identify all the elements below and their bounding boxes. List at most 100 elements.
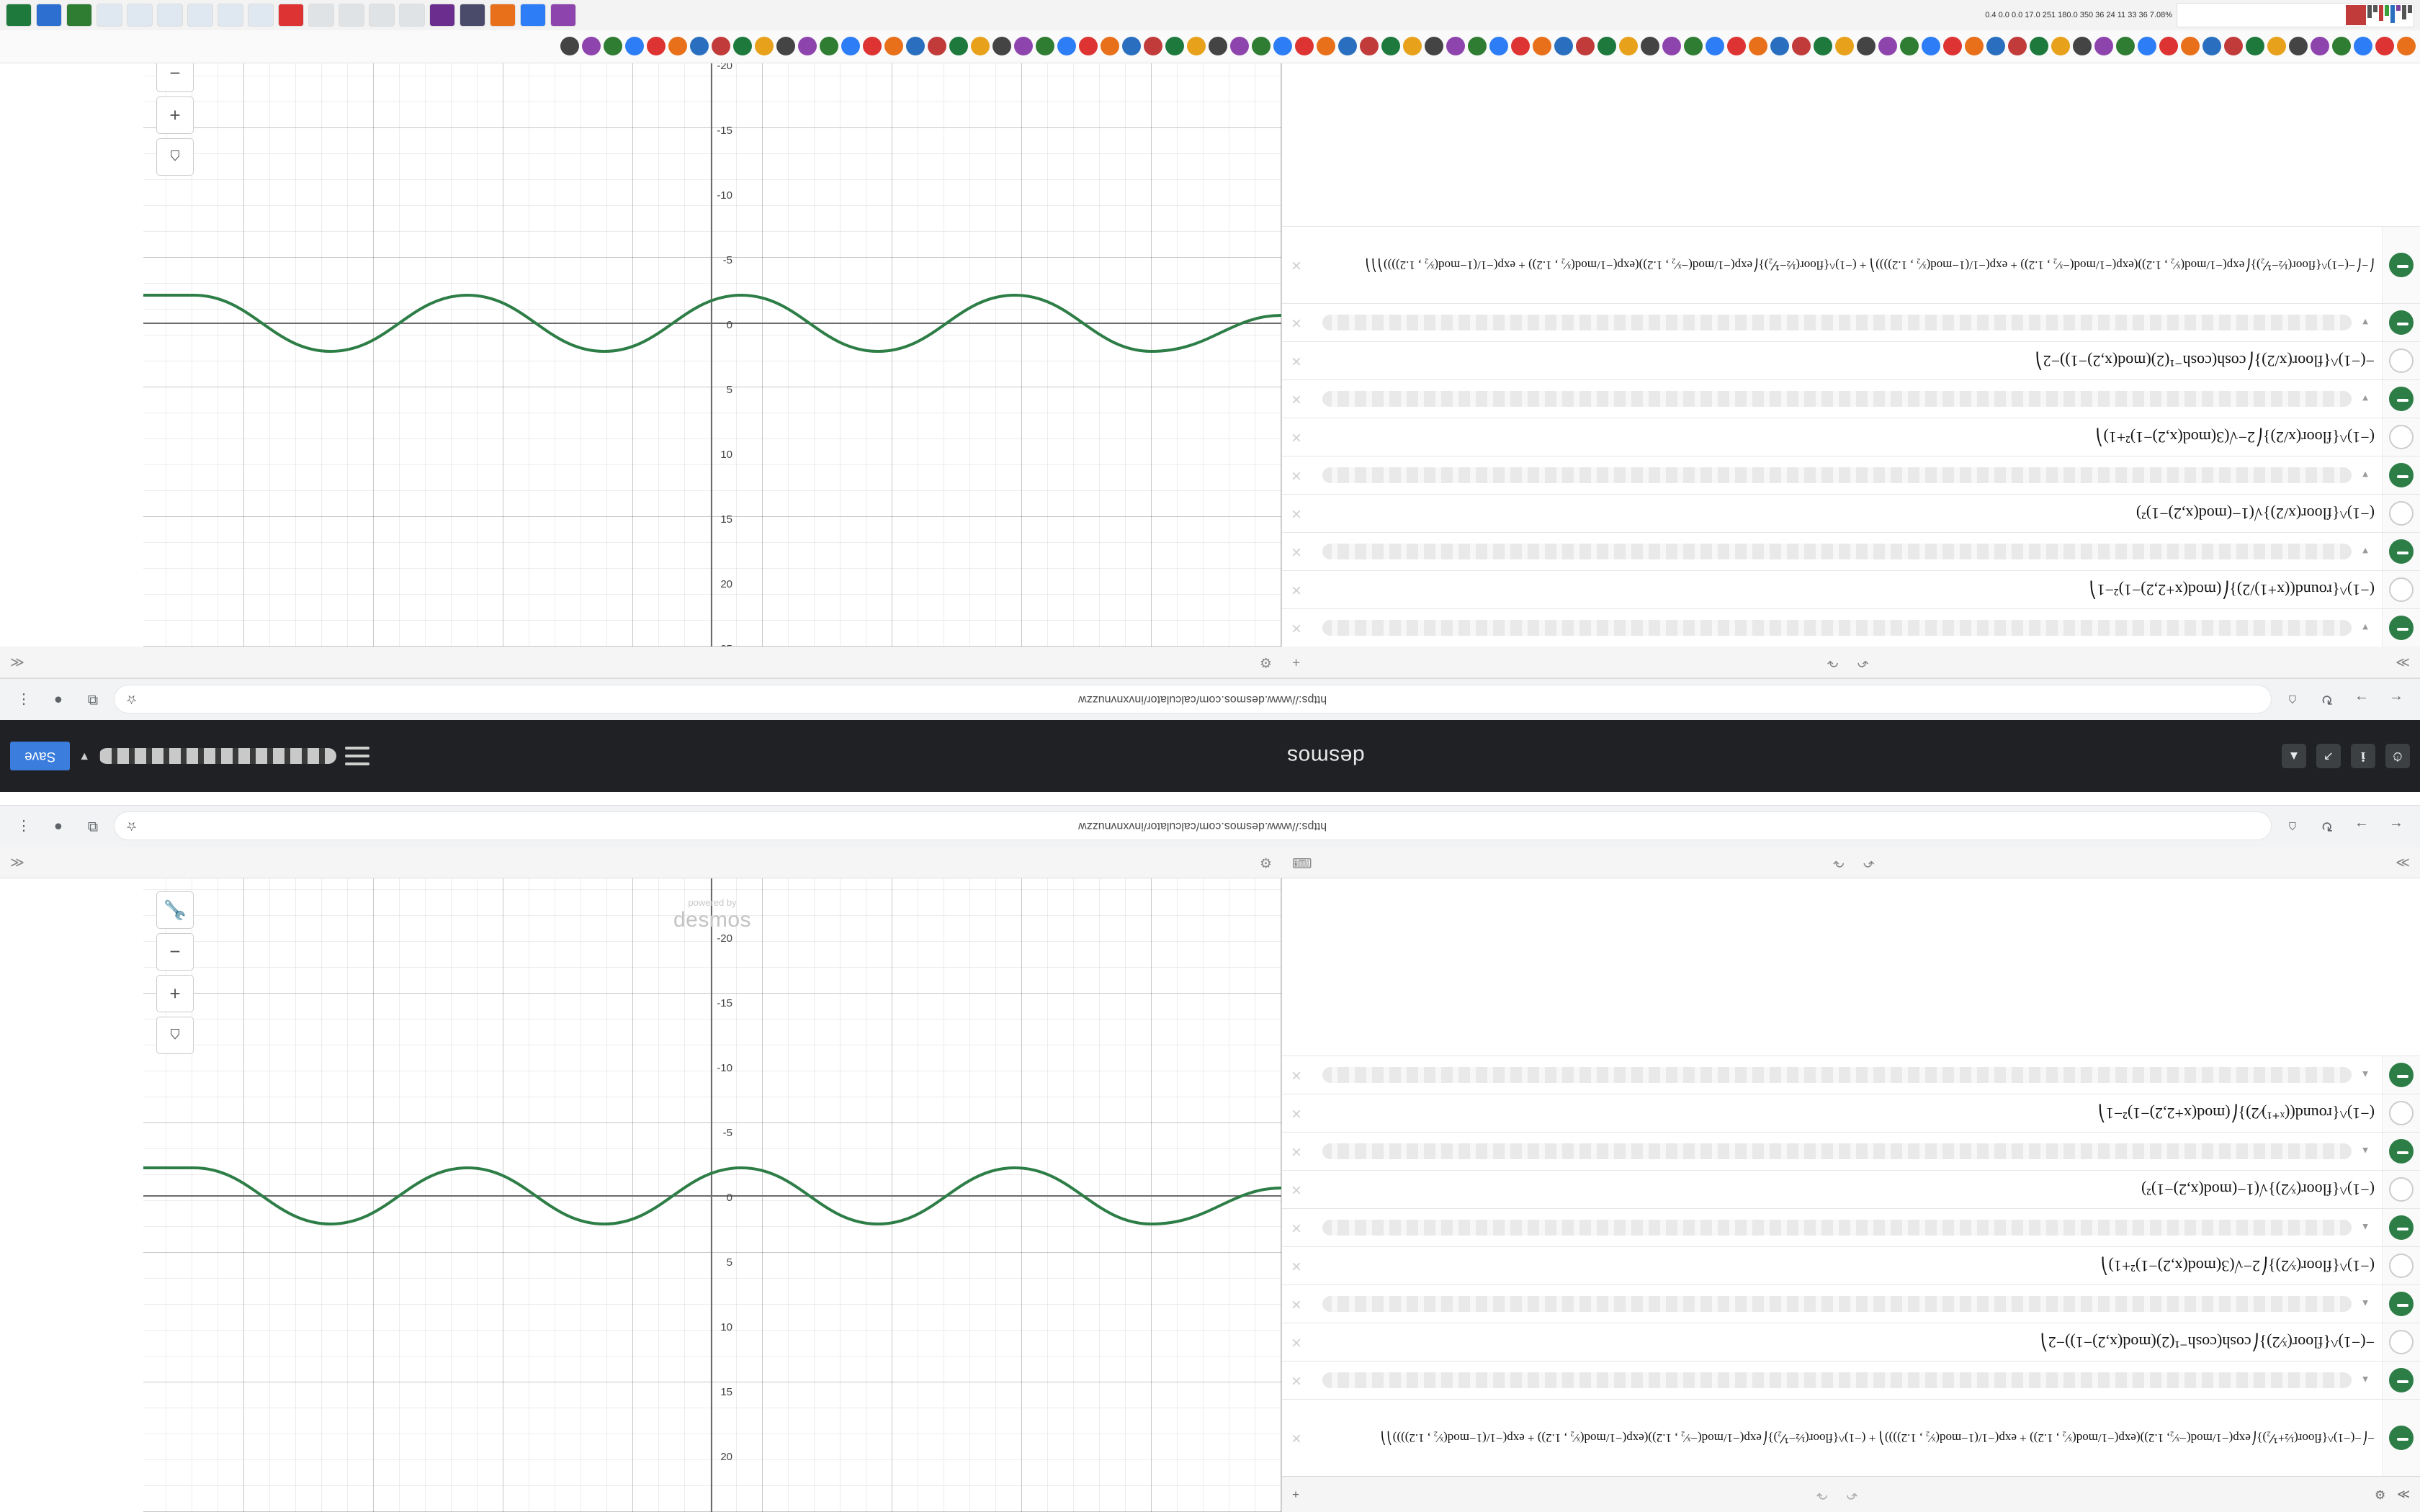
expression-row[interactable]: ▼ × — [1282, 379, 2420, 418]
browser-tab-favicon[interactable] — [1446, 37, 1465, 56]
app-icon[interactable] — [520, 4, 546, 27]
expand-icon[interactable]: ≫ — [2396, 855, 2410, 870]
expand-icon[interactable]: ≫ — [2396, 654, 2410, 670]
browser-tab-favicon[interactable] — [1533, 37, 1551, 56]
redo-icon[interactable]: ↷ — [1816, 1487, 1828, 1502]
expression-content[interactable]: ▲ — [1311, 1056, 2382, 1094]
expression-content[interactable]: ▲ — [1311, 1133, 2382, 1170]
browser-tab-favicon[interactable] — [798, 37, 817, 56]
browser-menu-icon[interactable]: ⋮ — [17, 818, 31, 834]
expression-row[interactable]: ▲ × — [1282, 1284, 2420, 1323]
app-icon[interactable] — [550, 4, 576, 27]
browser-tab-favicon[interactable] — [2375, 37, 2394, 56]
redo-icon[interactable]: ↷ — [1827, 654, 1839, 670]
bookmark-star-icon[interactable]: ☆ — [126, 693, 138, 707]
delete-expression-icon[interactable]: × — [1291, 256, 1302, 275]
browser-tab-favicon[interactable] — [1101, 37, 1119, 56]
browser-tab-favicon[interactable] — [2181, 37, 2200, 56]
extensions-icon[interactable]: ⧉ — [87, 819, 99, 834]
browser-tab-favicon[interactable] — [906, 37, 925, 56]
forward-icon[interactable]: → — [2354, 819, 2369, 834]
browser-tab-favicon[interactable] — [863, 37, 882, 56]
browser-tab-favicon[interactable] — [2354, 37, 2372, 56]
expression-toggle-on[interactable] — [2389, 1215, 2414, 1240]
app-icon[interactable] — [127, 4, 153, 27]
profile-icon[interactable]: ● — [53, 692, 63, 708]
expression-content[interactable]: ▼ — [1311, 533, 2382, 570]
browser-tab-favicon[interactable] — [1036, 37, 1054, 56]
browser-tab-favicon[interactable] — [1057, 37, 1076, 56]
browser-tab-favicon[interactable] — [992, 37, 1011, 56]
undo-icon[interactable]: ↶ — [1846, 1487, 1858, 1502]
delete-expression-icon[interactable]: × — [1291, 1180, 1302, 1200]
browser-tab-favicon[interactable] — [712, 37, 730, 56]
expression-toggle-on[interactable] — [2389, 616, 2414, 640]
browser-tab-favicon[interactable] — [1727, 37, 1746, 56]
browser-tab-favicon[interactable] — [1165, 37, 1184, 56]
expression-row[interactable]: (−1)^{floor(x/2)}⎛2−√(3(mod(x,2)−1)²+1)⎞… — [1282, 418, 2420, 456]
browser-tab-favicon[interactable] — [2246, 37, 2264, 56]
browser-tab-favicon[interactable] — [1814, 37, 1832, 56]
browser-tab-favicon[interactable] — [1641, 37, 1659, 56]
browser-tab-favicon[interactable] — [1835, 37, 1854, 56]
delete-expression-icon[interactable]: × — [1291, 390, 1302, 409]
back-icon[interactable]: ← — [2389, 819, 2403, 834]
app-icon[interactable] — [429, 4, 455, 27]
chevron-up-icon[interactable]: ▲ — [2282, 744, 2306, 768]
graph-title-field[interactable] — [99, 748, 337, 764]
expression-row[interactable]: −(−1)^{floor(x/2)}⎛cosh(cosh⁻¹(2)(mod(x,… — [1282, 341, 2420, 379]
zoom-in-button[interactable]: + — [156, 975, 194, 1012]
app-icon[interactable] — [369, 4, 395, 27]
slider-track[interactable] — [1322, 544, 2352, 559]
expression-content[interactable]: (−1)^{floor(x/2)}√(1−(mod(x,2)−1)²) — [1311, 495, 2382, 532]
expression-content[interactable]: ▼ — [1311, 456, 2382, 494]
menu-icon[interactable] — [345, 747, 370, 765]
expression-toggle-off[interactable] — [2389, 1101, 2414, 1125]
share-icon[interactable]: ↗ — [2316, 744, 2341, 768]
app-icon[interactable] — [248, 4, 274, 27]
slider-caret-icon[interactable]: ▼ — [2360, 393, 2370, 405]
expression-row[interactable]: ▼ × — [1282, 532, 2420, 570]
app-icon[interactable] — [490, 4, 516, 27]
browser-tab-favicon[interactable] — [1425, 37, 1443, 56]
browser-tab-favicon[interactable] — [2030, 37, 2048, 56]
slider-track[interactable] — [1322, 1296, 2352, 1312]
expression-toggle-on[interactable] — [2389, 253, 2414, 277]
expression-toggle-on[interactable] — [2389, 1368, 2414, 1392]
expression-content[interactable]: (−1)^{floor(x/2)}⎛2−√(3(mod(x,2)−1)²+1)⎞ — [1311, 418, 2382, 456]
browser-tab-favicon[interactable] — [582, 37, 601, 56]
expression-toggle-off[interactable] — [2389, 577, 2414, 602]
delete-expression-icon[interactable]: × — [1291, 1066, 1302, 1085]
browser-tab-favicon[interactable] — [1317, 37, 1335, 56]
expression-row[interactable]: (−1)^{round((ˣ⁺¹)⁄2)}⎛(mod(x+2,2)−1)²−1⎞… — [1282, 1094, 2420, 1132]
slider-track[interactable] — [1322, 1143, 2352, 1159]
expression-toggle-on[interactable] — [2389, 1139, 2414, 1164]
browser-tab-favicon[interactable] — [1878, 37, 1897, 56]
reload-icon[interactable]: ↻ — [2321, 691, 2334, 707]
home-icon[interactable]: ⌂ — [2287, 692, 2298, 708]
expression-list-lower[interactable]: ▼ × (−1)^{round((x+1)/2)}⎛(mod(x+2,2)−1)²−… — [1282, 0, 2420, 647]
browser-tab-favicon[interactable] — [647, 37, 666, 56]
expression-row[interactable]: (−1)^{floor(ˣ⁄2)}⎛2−√(3(mod(x,2)−1)²+1)⎞… — [1282, 1246, 2420, 1284]
browser-tab-favicon[interactable] — [1662, 37, 1681, 56]
address-bar[interactable]: https://www.desmos.com/calculator/invxnv… — [114, 685, 2272, 714]
slider-caret-icon[interactable]: ▼ — [2360, 622, 2370, 634]
expression-content[interactable]: −(−1)^{floor(ˣ⁄2)}⎛cosh(cosh⁻¹(2)(mod(x,… — [1311, 1323, 2382, 1361]
slider-caret-icon[interactable]: ▲ — [2360, 1374, 2370, 1386]
redo-icon[interactable]: ↷ — [1832, 855, 1845, 870]
slider-caret-icon[interactable]: ▲ — [2360, 1069, 2370, 1081]
browser-tab-favicon[interactable] — [668, 37, 687, 56]
slider-track[interactable] — [1322, 1220, 2352, 1236]
browser-tab-favicon[interactable] — [1792, 37, 1811, 56]
browser-tab-favicon[interactable] — [971, 37, 990, 56]
browser-tab-favicon[interactable] — [1403, 37, 1422, 56]
history-icon[interactable]: ⏱ — [2385, 744, 2410, 768]
delete-expression-icon[interactable]: × — [1291, 428, 1302, 447]
browser-tab-favicon[interactable] — [1273, 37, 1292, 56]
browser-tab-favicon[interactable] — [1079, 37, 1098, 56]
slider-caret-icon[interactable]: ▼ — [2360, 317, 2370, 328]
app-icon[interactable] — [187, 4, 213, 27]
browser-tab-favicon[interactable] — [1360, 37, 1379, 56]
browser-tab-favicon[interactable] — [2138, 37, 2156, 56]
expression-row[interactable]: ▲ × — [1282, 1132, 2420, 1170]
